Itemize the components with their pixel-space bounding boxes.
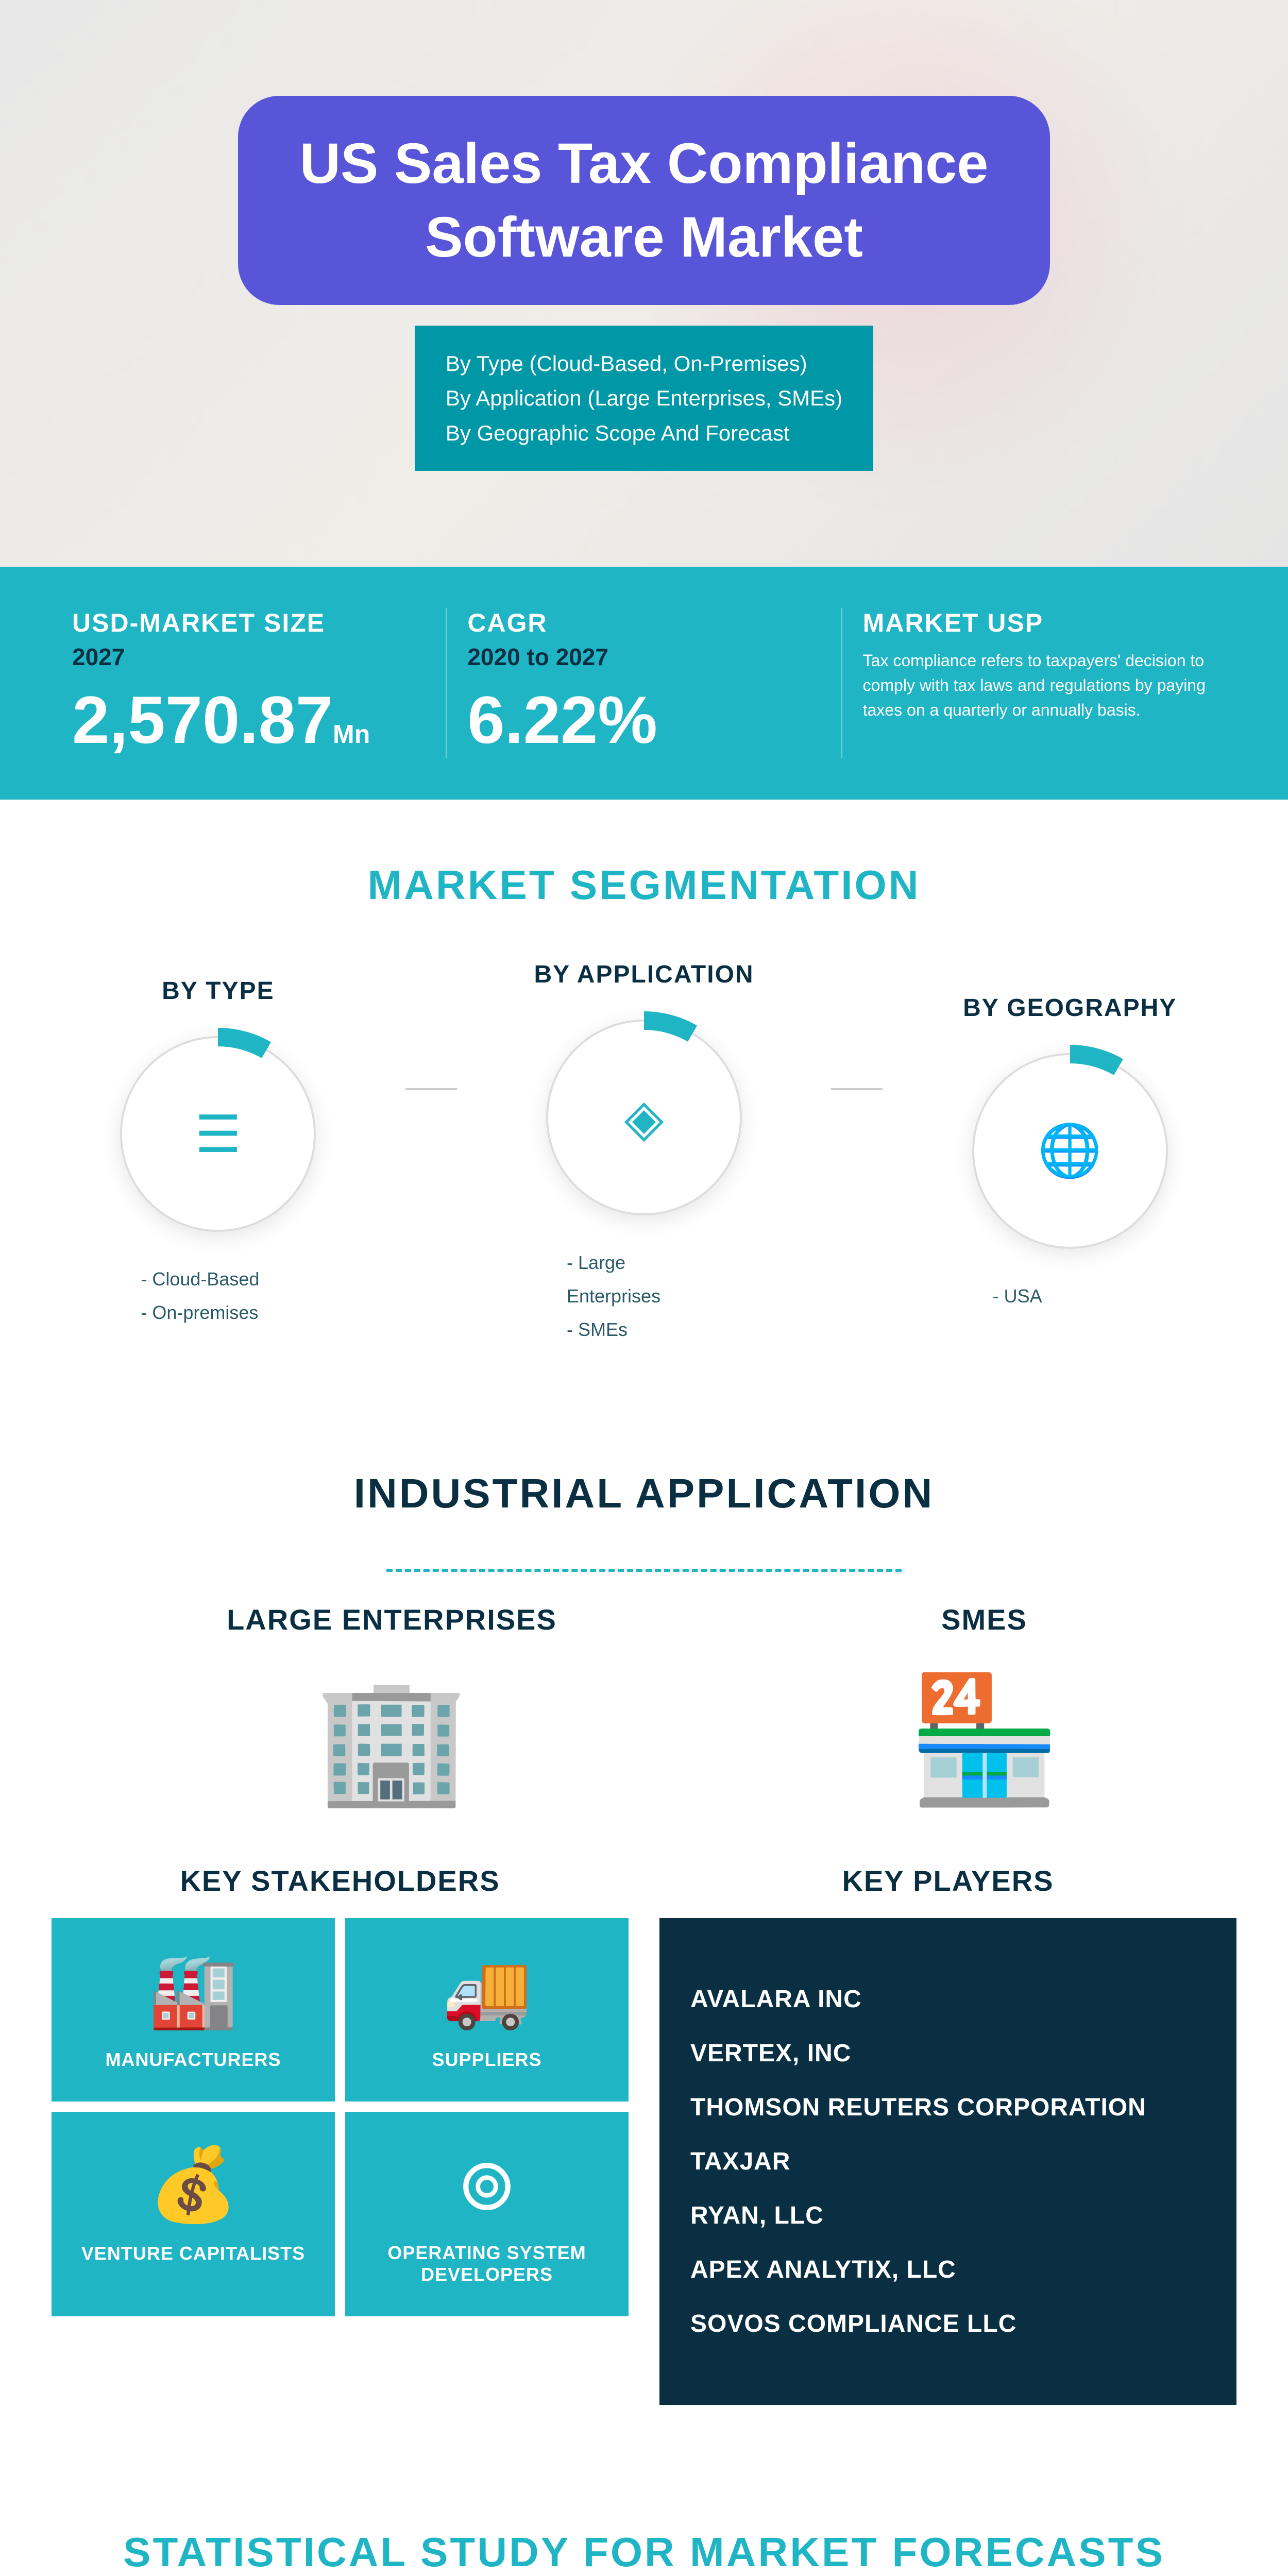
stakeholders-title: KEY STAKEHOLDERS	[52, 1864, 629, 1897]
cart-icon: 🚚	[355, 1949, 618, 2033]
hero-title-line2: Software Market	[300, 200, 989, 274]
list-icon: ☰	[130, 1046, 306, 1222]
seg-app-label: BY APPLICATION	[478, 960, 811, 989]
seg-app-circle: ◈	[546, 1020, 742, 1215]
ind-left-label: LARGE ENTERPRISES	[227, 1603, 557, 1636]
segmentation-section: MARKET SEGMENTATION BY TYPE ☰ - Cloud-Ba…	[0, 800, 1288, 1408]
player-item: AVALARA INC	[690, 1985, 1206, 2013]
stake-vc: 💰 VENTURE CAPITALISTS	[52, 2112, 335, 2316]
building-icon: 🏢	[227, 1667, 557, 1812]
stake-os-dev: ⊚ OPERATING SYSTEM DEVELOPERS	[345, 2112, 629, 2316]
hero-sub-line3: By Geographic Scope And Forecast	[446, 416, 842, 450]
os-icon: ⊚	[355, 2143, 618, 2227]
industrial-row: LARGE ENTERPRISES 🏢 SMES 🏪	[52, 1603, 1236, 1812]
cagr-value: 6.22%	[467, 681, 820, 758]
forecast-section: STATISTICAL STUDY FOR MARKET FORECASTS 📊…	[0, 2467, 1288, 2576]
forecast-title: STATISTICAL STUDY FOR MARKET FORECASTS	[52, 2529, 1236, 2576]
players-list: AVALARA INC VERTEX, INC THOMSON REUTERS …	[659, 1918, 1236, 2405]
industrial-title: INDUSTRIAL APPLICATION	[52, 1470, 1236, 1517]
usp-text: Tax compliance refers to taxpayers' deci…	[863, 648, 1216, 722]
nodes-icon: ◈	[556, 1030, 732, 1205]
stakeholders-grid: 🏭 MANUFACTURERS 🚚 SUPPLIERS 💰 VENTURE CA…	[52, 1918, 629, 2316]
segmentation-row: BY TYPE ☰ - Cloud-Based - On-premises BY…	[52, 960, 1236, 1346]
cagr-period: 2020 to 2027	[467, 643, 820, 671]
factory-icon: 🏭	[62, 1949, 325, 2033]
seg-geo-label: BY GEOGRAPHY	[903, 994, 1236, 1022]
seg-geography: BY GEOGRAPHY 🌐 - USA	[903, 994, 1236, 1313]
globe-icon: 🌐	[982, 1063, 1158, 1239]
hero-sub-line2: By Application (Large Enterprises, SMEs)	[446, 381, 842, 415]
hero-title-badge: US Sales Tax Compliance Software Market	[238, 96, 1050, 305]
metric-market-size: USD-MARKET SIZE 2027 2,570.87Mn	[52, 608, 447, 758]
player-item: VERTEX, INC	[690, 2039, 1206, 2067]
player-item: SOVOS COMPLIANCE LLC	[690, 2310, 1206, 2338]
ind-large-enterprises: LARGE ENTERPRISES 🏢	[227, 1603, 557, 1812]
cagr-label: CAGR	[467, 608, 820, 638]
segmentation-title: MARKET SEGMENTATION	[52, 861, 1236, 909]
hero-subtitle: By Type (Cloud-Based, On-Premises) By Ap…	[415, 326, 873, 471]
divider	[386, 1569, 902, 1572]
hero-section: US Sales Tax Compliance Software Market …	[0, 0, 1288, 567]
size-value: 2,570.87Mn	[72, 681, 425, 758]
industrial-section: INDUSTRIAL APPLICATION LARGE ENTERPRISES…	[0, 1408, 1288, 2467]
seg-app-list: - Large Enterprises - SMEs	[567, 1246, 721, 1346]
players-box: KEY PLAYERS AVALARA INC VERTEX, INC THOM…	[659, 1864, 1236, 2405]
seg-type-list: - Cloud-Based - On-premises	[141, 1263, 295, 1330]
seg-type-circle: ☰	[120, 1036, 316, 1232]
metrics-bar: USD-MARKET SIZE 2027 2,570.87Mn CAGR 202…	[0, 567, 1288, 800]
ind-right-label: SMES	[907, 1603, 1061, 1636]
player-item: THOMSON REUTERS CORPORATION	[690, 2093, 1206, 2122]
stakeholders-players-row: KEY STAKEHOLDERS 🏭 MANUFACTURERS 🚚 SUPPL…	[52, 1864, 1236, 2405]
seg-application: BY APPLICATION ◈ - Large Enterprises - S…	[478, 960, 811, 1346]
money-icon: 💰	[62, 2143, 325, 2227]
metric-usp: MARKET USP Tax compliance refers to taxp…	[842, 608, 1236, 758]
stake-suppliers: 🚚 SUPPLIERS	[345, 1918, 629, 2102]
store-icon: 🏪	[907, 1667, 1061, 1812]
seg-type: BY TYPE ☰ - Cloud-Based - On-premises	[52, 977, 385, 1330]
connector-line	[405, 1088, 457, 1090]
player-item: RYAN, LLC	[690, 2201, 1206, 2230]
hero-title-line1: US Sales Tax Compliance	[300, 127, 989, 200]
hero-sub-line1: By Type (Cloud-Based, On-Premises)	[446, 346, 842, 381]
players-title: KEY PLAYERS	[659, 1864, 1236, 1897]
ind-smes: SMES 🏪	[907, 1603, 1061, 1812]
seg-type-label: BY TYPE	[52, 977, 385, 1005]
usp-label: MARKET USP	[863, 608, 1216, 638]
seg-geo-circle: 🌐	[972, 1053, 1168, 1249]
player-item: APEX ANALYTIX, LLC	[690, 2256, 1206, 2284]
metric-cagr: CAGR 2020 to 2027 6.22%	[447, 608, 842, 758]
player-item: TAXJAR	[690, 2147, 1206, 2176]
stake-manufacturers: 🏭 MANUFACTURERS	[52, 1918, 335, 2102]
stakeholders-box: KEY STAKEHOLDERS 🏭 MANUFACTURERS 🚚 SUPPL…	[52, 1864, 629, 2405]
size-year: 2027	[72, 643, 425, 671]
seg-geo-list: - USA	[993, 1280, 1147, 1313]
size-label: USD-MARKET SIZE	[72, 608, 425, 638]
connector-line	[831, 1088, 883, 1090]
